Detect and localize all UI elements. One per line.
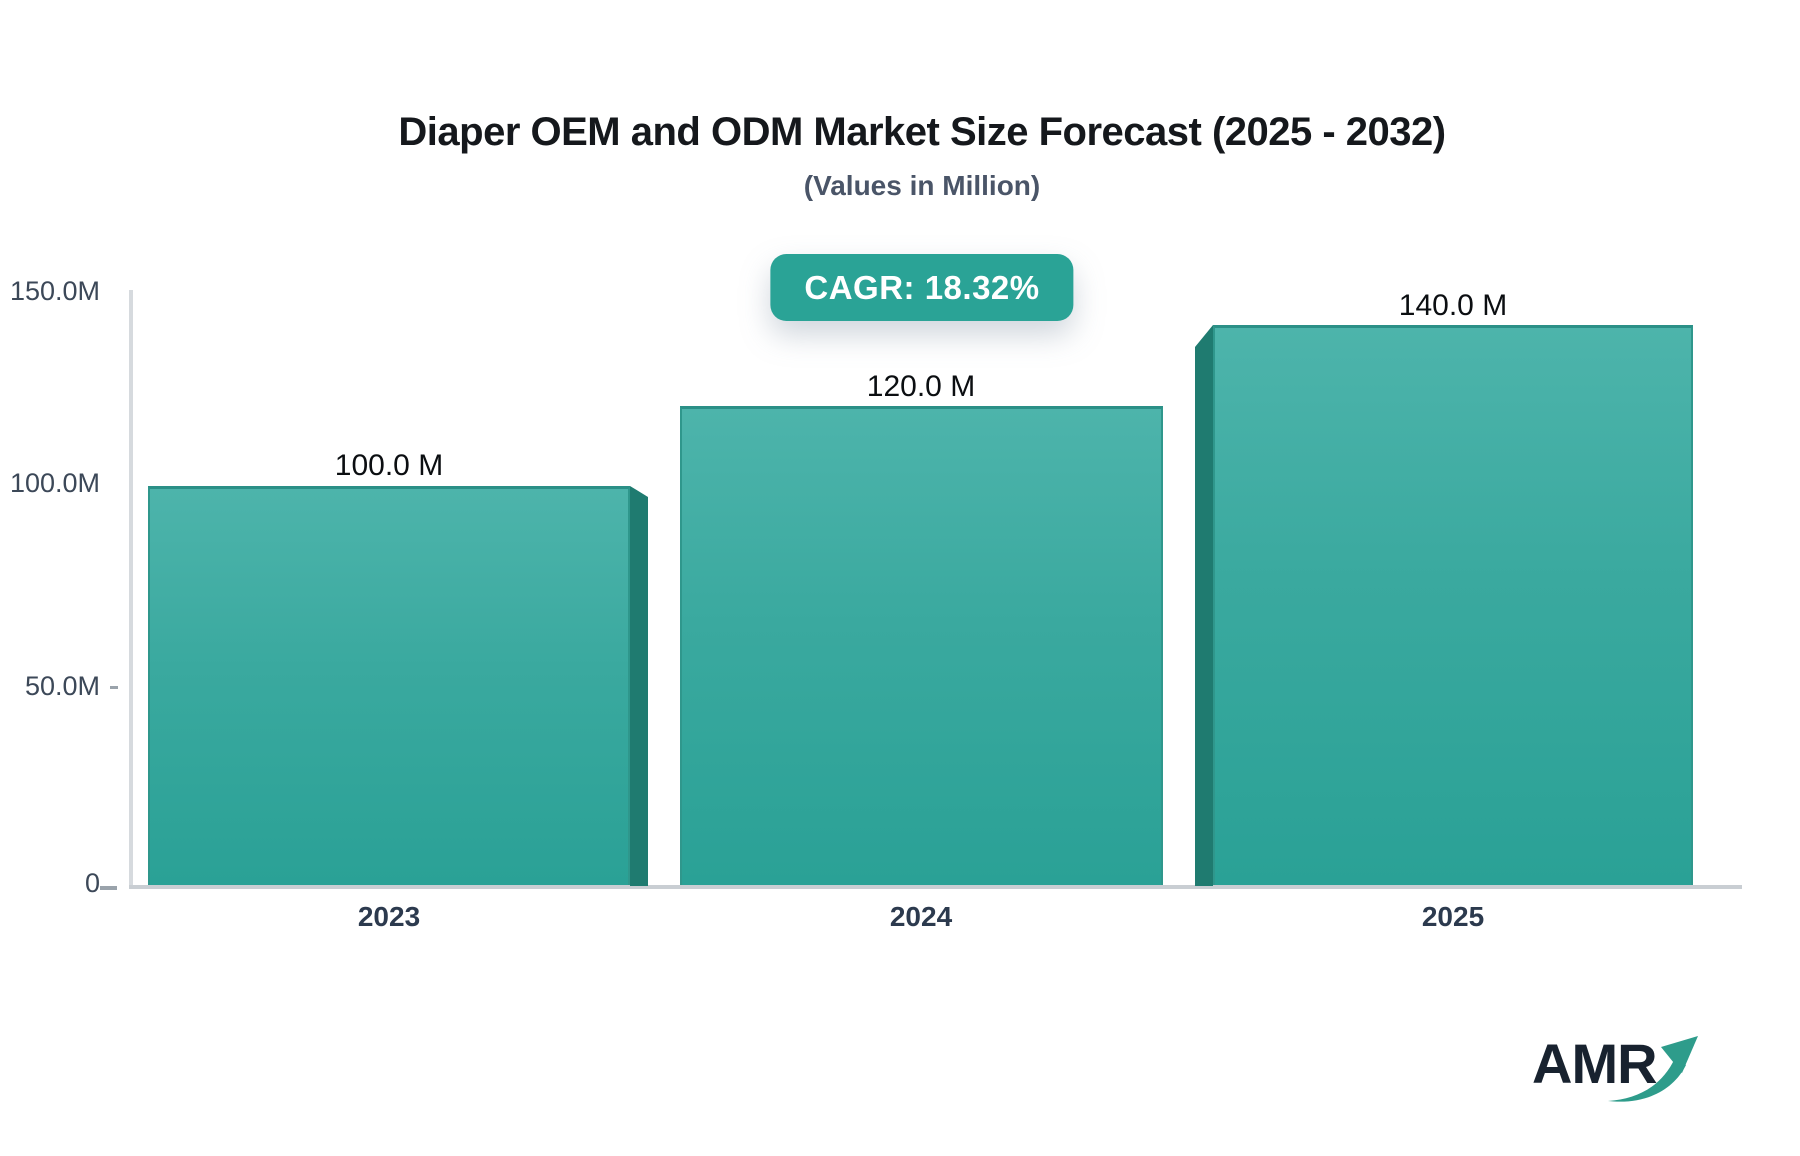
y-axis-line — [129, 290, 133, 887]
growth-arrow-icon — [1608, 1036, 1698, 1102]
bar-2023-side-shadow — [630, 486, 648, 886]
bar-2023 — [148, 486, 630, 885]
amr-logo-text: AMR — [1532, 1032, 1658, 1095]
y-tick-0 — [100, 886, 117, 890]
x-axis-label-2023: 2023 — [357, 901, 421, 932]
bar-2024 — [680, 406, 1163, 885]
bar-2023-value-label: 100.0 M — [334, 449, 444, 482]
y-axis-label-100: 100.0M — [9, 468, 100, 498]
cagr-badge: CAGR: 18.32% — [770, 254, 1074, 321]
bar-2025-side-shadow — [1195, 325, 1213, 886]
x-axis-label-2025: 2025 — [1421, 901, 1485, 932]
bar-2025 — [1213, 325, 1693, 885]
page-subtitle: (Values in Million) — [803, 170, 1041, 201]
y-axis-label-0: 0 — [84, 868, 100, 898]
x-axis-line — [129, 885, 1742, 889]
bar-2025-value-label: 140.0 M — [1398, 289, 1508, 322]
page-title: Diaper OEM and ODM Market Size Forecast … — [398, 110, 1446, 154]
y-tick-50 — [110, 686, 118, 689]
bar-2024-value-label: 120.0 M — [866, 370, 976, 403]
y-axis-label-50: 50.0M — [24, 671, 100, 701]
y-axis-label-150: 150.0M — [9, 276, 100, 306]
x-axis-label-2024: 2024 — [889, 901, 953, 932]
